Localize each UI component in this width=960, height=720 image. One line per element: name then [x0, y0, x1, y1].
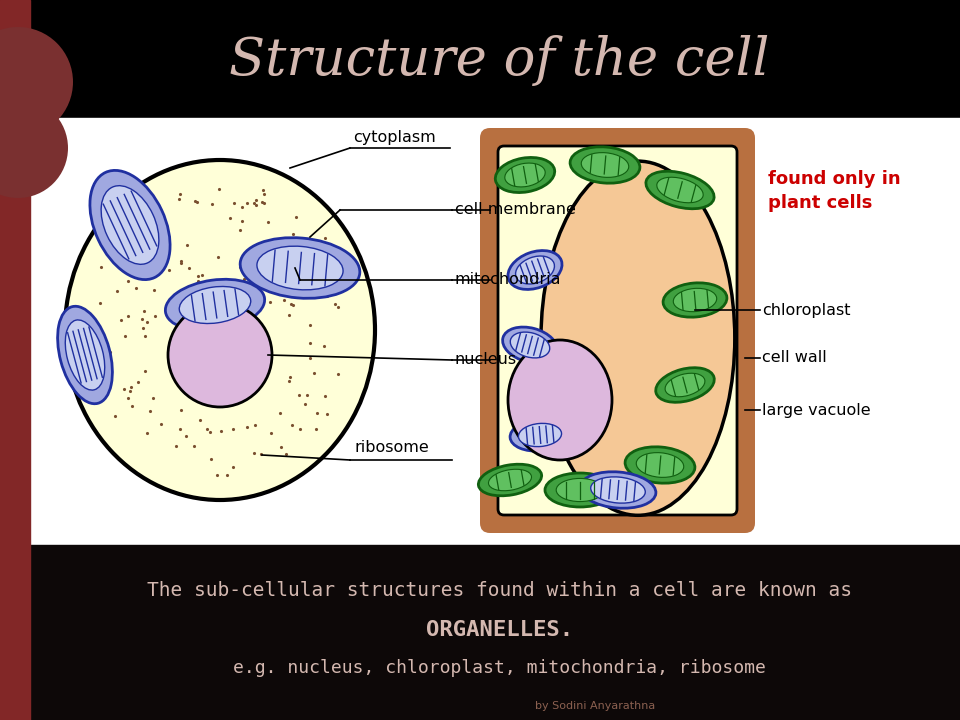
- Bar: [0, 0, 30, 720]
- Bar: [0, 0, 19, 720]
- Bar: [0, 545, 960, 720]
- Bar: [0, 0, 22, 720]
- Ellipse shape: [503, 327, 558, 363]
- Ellipse shape: [58, 306, 112, 404]
- Ellipse shape: [505, 163, 545, 187]
- Ellipse shape: [665, 373, 705, 397]
- Ellipse shape: [478, 464, 541, 496]
- Bar: [0, 0, 1, 720]
- Bar: [0, 0, 16, 720]
- Bar: [0, 0, 3, 720]
- Ellipse shape: [656, 368, 714, 402]
- Bar: [0, 0, 28, 720]
- Ellipse shape: [541, 161, 734, 516]
- Bar: [0, 0, 24, 720]
- Bar: [0, 0, 2, 720]
- Text: cell membrane: cell membrane: [455, 202, 576, 217]
- Ellipse shape: [65, 320, 105, 390]
- Ellipse shape: [101, 186, 158, 264]
- Bar: [0, 0, 4, 720]
- Text: cell wall: cell wall: [762, 351, 827, 366]
- Ellipse shape: [495, 158, 555, 192]
- Circle shape: [0, 27, 73, 137]
- Ellipse shape: [489, 469, 532, 491]
- Bar: [0, 0, 15, 720]
- Ellipse shape: [516, 256, 555, 284]
- Bar: [0, 0, 7, 720]
- Text: chloroplast: chloroplast: [762, 302, 851, 318]
- Text: nucleus: nucleus: [455, 353, 517, 367]
- Ellipse shape: [508, 251, 562, 289]
- FancyBboxPatch shape: [498, 146, 737, 515]
- Ellipse shape: [518, 423, 562, 446]
- Ellipse shape: [508, 340, 612, 460]
- Bar: [0, 0, 17, 720]
- Text: ribosome: ribosome: [355, 440, 430, 455]
- Bar: [0, 0, 8, 720]
- Text: large vacuole: large vacuole: [762, 402, 871, 418]
- Bar: [0, 0, 29, 720]
- Text: found only in
plant cells: found only in plant cells: [768, 170, 900, 212]
- Ellipse shape: [90, 171, 170, 279]
- Ellipse shape: [511, 332, 550, 358]
- Ellipse shape: [545, 473, 615, 507]
- Bar: [0, 0, 20, 720]
- Text: mitochondria: mitochondria: [455, 272, 562, 287]
- Ellipse shape: [570, 147, 640, 183]
- Bar: [0, 0, 960, 118]
- Ellipse shape: [65, 160, 375, 500]
- Bar: [0, 0, 25, 720]
- Text: ORGANELLES.: ORGANELLES.: [425, 620, 573, 640]
- FancyBboxPatch shape: [480, 128, 755, 533]
- Bar: [0, 0, 5, 720]
- Bar: [0, 0, 14, 720]
- Bar: [0, 0, 26, 720]
- Bar: [0, 0, 23, 720]
- Bar: [0, 0, 27, 720]
- Ellipse shape: [673, 288, 717, 312]
- Ellipse shape: [590, 477, 645, 503]
- Bar: [0, 0, 6, 720]
- Text: Structure of the cell: Structure of the cell: [229, 35, 769, 86]
- Ellipse shape: [657, 177, 703, 203]
- Text: e.g. nucleus, chloroplast, mitochondria, ribosome: e.g. nucleus, chloroplast, mitochondria,…: [232, 659, 766, 677]
- Ellipse shape: [581, 153, 629, 177]
- Ellipse shape: [636, 453, 684, 477]
- Bar: [30, 118, 960, 545]
- Ellipse shape: [180, 287, 251, 323]
- Text: The sub-cellular structures found within a cell are known as: The sub-cellular structures found within…: [147, 580, 852, 600]
- Ellipse shape: [510, 419, 570, 451]
- Text: cytoplasm: cytoplasm: [353, 130, 436, 145]
- Ellipse shape: [580, 472, 656, 508]
- Ellipse shape: [556, 478, 604, 502]
- Circle shape: [168, 303, 272, 407]
- Bar: [0, 0, 9, 720]
- Ellipse shape: [165, 279, 265, 330]
- Circle shape: [0, 98, 68, 198]
- Bar: [0, 0, 11, 720]
- Ellipse shape: [257, 246, 343, 290]
- Text: by Sodini Anyarathna: by Sodini Anyarathna: [535, 701, 656, 711]
- Ellipse shape: [625, 447, 695, 483]
- Bar: [0, 0, 10, 720]
- Ellipse shape: [240, 238, 360, 298]
- Ellipse shape: [663, 283, 727, 318]
- Bar: [0, 0, 21, 720]
- Bar: [0, 0, 13, 720]
- Bar: [0, 0, 18, 720]
- Bar: [0, 0, 12, 720]
- Ellipse shape: [646, 171, 714, 209]
